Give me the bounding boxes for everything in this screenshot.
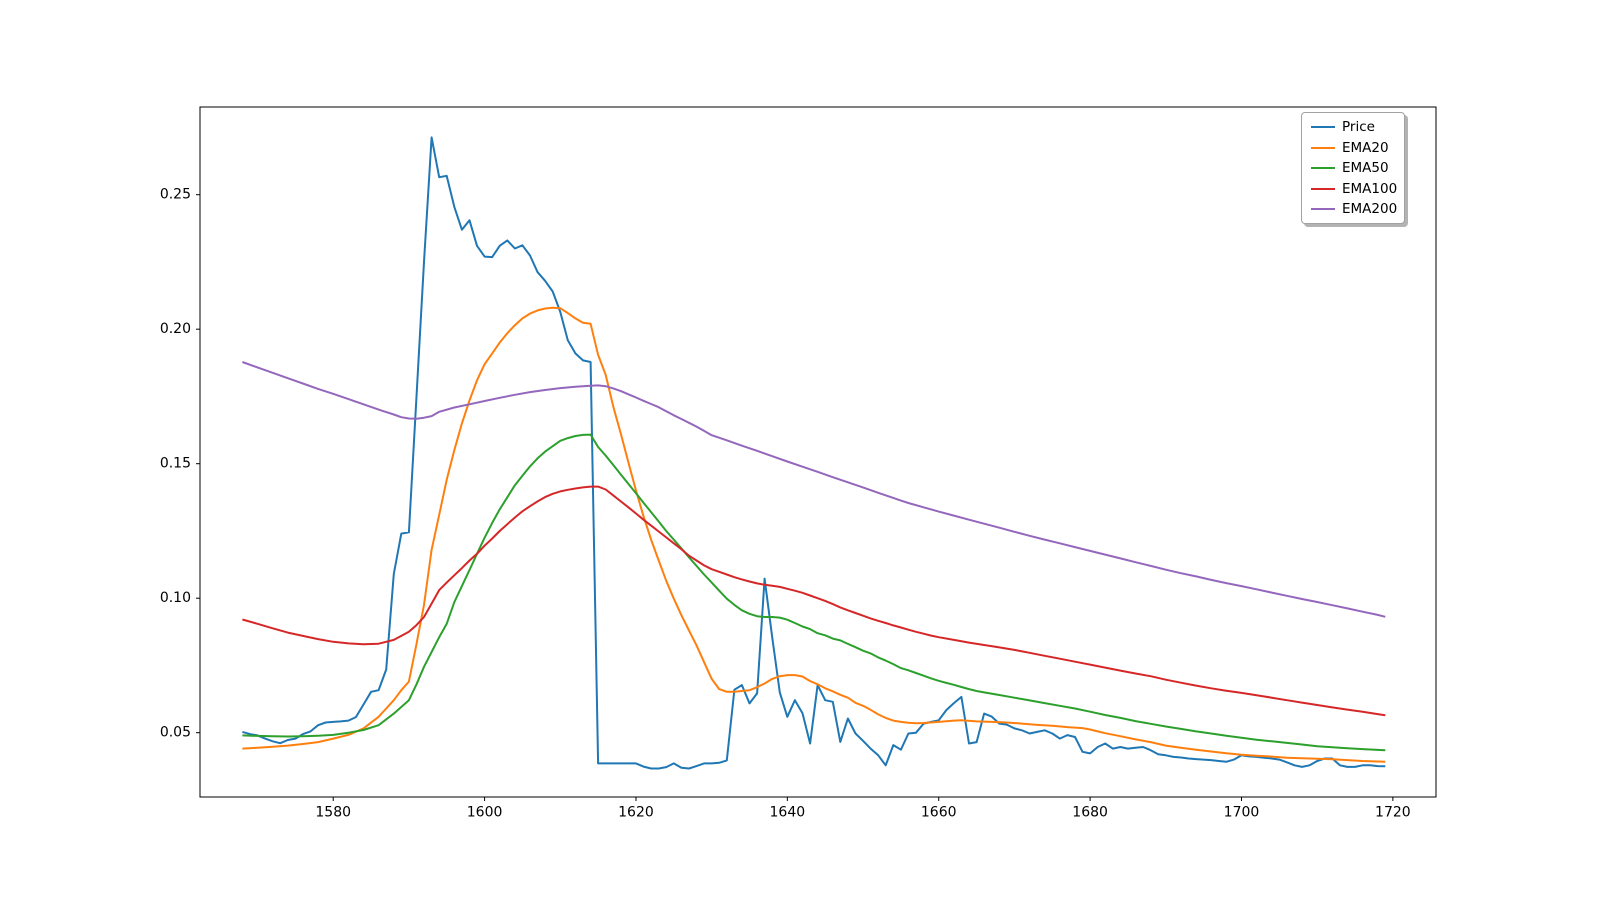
y-tick-label: 0.10 [160, 590, 191, 606]
legend-label: EMA100 [1342, 180, 1398, 197]
legend-label: Price [1342, 119, 1375, 136]
series-line-price [242, 136, 1386, 770]
legend-entry-price: Price [1302, 117, 1404, 138]
series-line-ema20 [242, 306, 1386, 763]
plot-frame [199, 106, 1437, 798]
legend-entry-ema20: EMA20 [1302, 138, 1404, 159]
series-line-ema50 [242, 433, 1386, 752]
y-tick-label: 0.20 [160, 321, 191, 337]
x-tick-label: 1680 [1072, 805, 1108, 821]
x-tick-label: 1640 [770, 805, 806, 821]
y-tick-label: 0.05 [160, 725, 191, 741]
legend-label: EMA200 [1342, 201, 1398, 218]
legend-line-swatch [1311, 126, 1335, 129]
legend-entry-ema100: EMA100 [1302, 179, 1404, 200]
x-tick-label: 1720 [1375, 805, 1411, 821]
y-tick-label: 0.25 [160, 187, 191, 203]
x-tick-label: 1660 [921, 805, 957, 821]
legend-line-swatch [1311, 167, 1335, 170]
x-tick-label: 1620 [618, 805, 654, 821]
legend-label: EMA20 [1342, 139, 1389, 156]
legend-entry-ema50: EMA50 [1302, 158, 1404, 179]
legend-line-swatch [1311, 208, 1335, 211]
axis-ticks [196, 194, 1394, 801]
x-tick-label: 1580 [315, 805, 351, 821]
x-tick-label: 1600 [467, 805, 503, 821]
y-tick-label: 0.15 [160, 456, 191, 472]
axes-frame [199, 106, 1437, 798]
legend-entry-ema200: EMA200 [1302, 199, 1404, 220]
series-lines [242, 136, 1386, 770]
series-line-ema100 [242, 485, 1386, 717]
series-line-ema200 [242, 361, 1386, 618]
x-tick-label: 1700 [1224, 805, 1260, 821]
legend-label: EMA50 [1342, 160, 1389, 177]
legend-line-swatch [1311, 187, 1335, 190]
legend-line-swatch [1311, 146, 1335, 149]
axis-tick-labels: 1580 1600 1620 1640 1660 1680 1700 1720 0.05 0.10… [160, 187, 1411, 821]
legend: Price EMA20 EMA50 EMA100 EMA200 [1301, 112, 1405, 224]
